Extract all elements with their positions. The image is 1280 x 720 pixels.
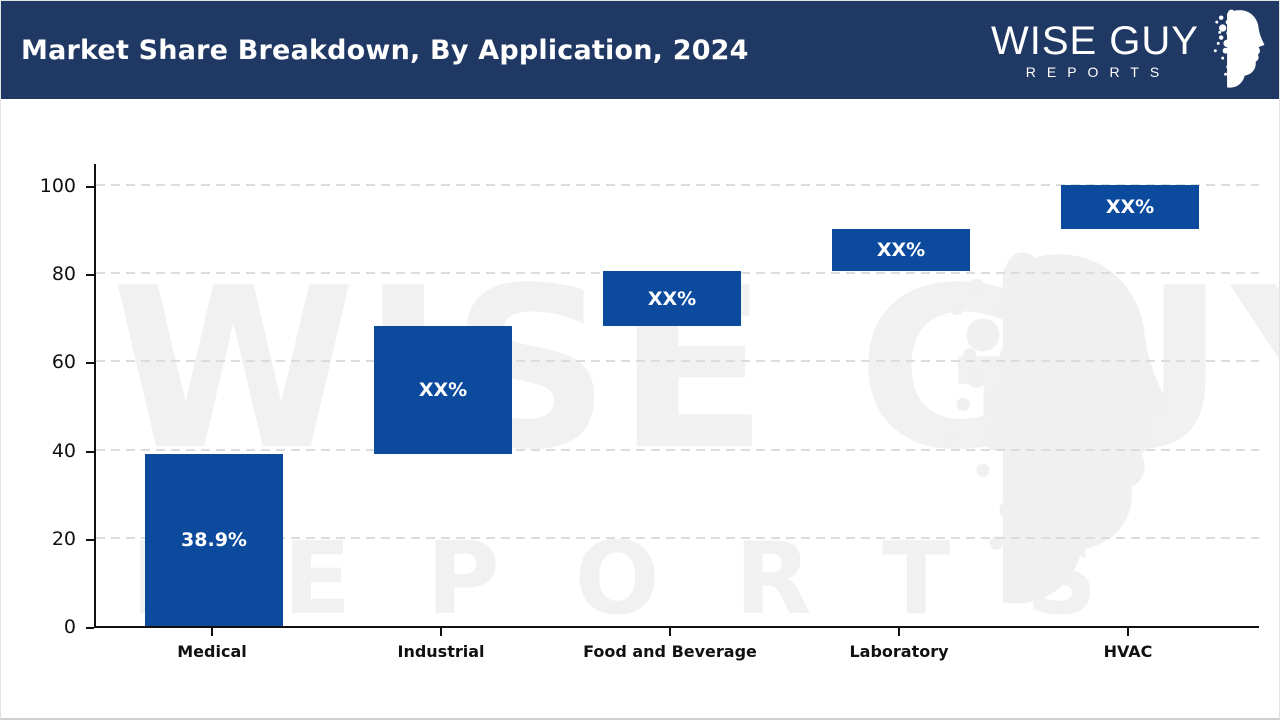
y-tick-label: 100 [39, 175, 76, 197]
y-tick-mark [86, 538, 94, 541]
wiseguy-logo: WISE GUY REPORTS [991, 6, 1267, 94]
bar-value-label: 38.9% [181, 529, 247, 552]
x-tick-mark [440, 628, 442, 636]
bar-segment: XX% [603, 271, 741, 327]
x-tick-mark [1127, 628, 1129, 636]
logo-subtitle: REPORTS [1025, 63, 1171, 80]
y-tick-mark [86, 627, 94, 629]
y-tick-label: 60 [51, 351, 76, 374]
x-tick-mark [211, 628, 213, 636]
bar-value-label: XX% [418, 379, 468, 402]
y-tick-mark [86, 186, 94, 188]
x-tick-mark [898, 628, 900, 636]
category-label: Industrial [397, 642, 485, 661]
gridline [96, 448, 1259, 451]
bar-segment: XX% [832, 228, 970, 272]
category-label: Laboratory [849, 642, 949, 661]
y-tick-mark [86, 362, 94, 365]
y-tick-label: 0 [63, 616, 76, 638]
bar-value-label: XX% [1105, 195, 1155, 218]
plot-area: 38.9% XX% XX% XX% XX% [94, 164, 1259, 628]
gridline [96, 184, 1259, 186]
y-tick-label: 20 [51, 527, 76, 550]
logo-wordmark: WISE GUY [990, 18, 1199, 63]
bar-segment: 38.9% [145, 454, 283, 626]
bar-value-label: XX% [876, 239, 926, 262]
bar-segment: XX% [374, 326, 512, 455]
category-label: Medical [177, 642, 247, 661]
logo-face-icon [1213, 9, 1265, 88]
y-tick-label: 80 [51, 263, 76, 286]
y-tick-mark [86, 450, 94, 453]
logo-text: WISE GUY REPORTS [991, 21, 1199, 80]
x-tick-mark [669, 628, 671, 636]
y-tick-label: 40 [51, 439, 76, 462]
category-label: HVAC [1103, 642, 1153, 661]
page-title: Market Share Breakdown, By Application, … [21, 34, 749, 66]
y-tick-mark [86, 274, 94, 277]
category-label: Food and Beverage [583, 642, 757, 661]
bar-value-label: XX% [647, 287, 697, 310]
header: Market Share Breakdown, By Application, … [1, 1, 1279, 99]
gridline [96, 536, 1259, 539]
gridline [96, 360, 1259, 363]
bar-segment: XX% [1061, 185, 1199, 229]
